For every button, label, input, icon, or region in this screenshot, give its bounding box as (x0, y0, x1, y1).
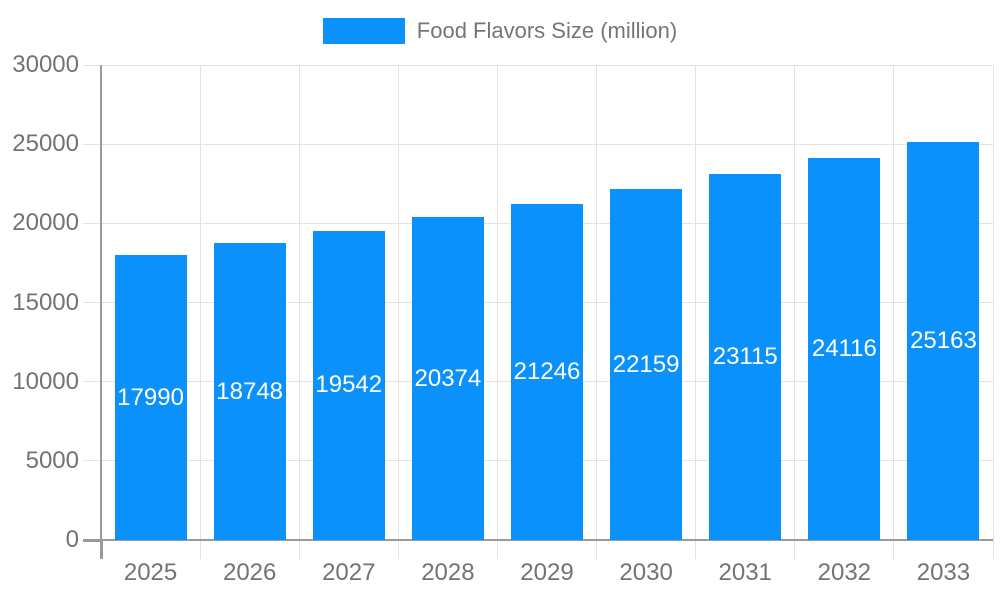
x-axis-tick-mark (596, 540, 598, 559)
x-axis-tick-label: 2031 (718, 559, 772, 586)
bar-value-label: 19542 (315, 371, 383, 399)
bar (610, 189, 683, 540)
x-axis-tick-mark (695, 540, 697, 559)
y-axis-tick-label: 20000 (12, 209, 79, 237)
bar-value-label: 20374 (414, 364, 482, 392)
bar-value-label: 17990 (117, 383, 184, 411)
y-axis-tick-mark (83, 381, 101, 383)
y-axis-tick-mark (83, 143, 101, 145)
bar (511, 203, 583, 540)
x-axis-tick-mark (794, 540, 796, 559)
gridline-vertical (794, 65, 796, 540)
y-axis-line (100, 65, 102, 559)
bar (808, 158, 881, 540)
x-axis-tick-mark (893, 540, 895, 559)
gridline-vertical (992, 65, 994, 540)
x-axis-tick-label: 2029 (520, 559, 574, 586)
bar (907, 141, 980, 540)
y-axis-tick-label: 15000 (12, 288, 79, 316)
x-axis-tick-label: 2028 (421, 559, 475, 586)
bar-value-label: 23115 (712, 343, 778, 370)
x-axis-tick-mark (397, 540, 399, 559)
gridline-vertical (199, 65, 201, 540)
bar (114, 255, 187, 540)
y-axis-tick-label: 0 (65, 526, 79, 553)
x-axis-tick-label: 2026 (222, 559, 277, 586)
x-axis-tick-mark (199, 540, 201, 559)
x-axis-tick-mark (992, 540, 994, 559)
bar-value-label: 18748 (216, 377, 284, 405)
x-axis-line (83, 539, 993, 541)
bar-value-label: 25163 (910, 326, 977, 354)
bar-value-label: 21246 (513, 357, 581, 385)
x-axis-tick-label: 2025 (123, 559, 178, 586)
gridline-vertical (596, 65, 598, 540)
y-axis-tick-label: 30000 (12, 51, 79, 78)
y-axis-tick-label: 5000 (25, 446, 79, 474)
bar (213, 243, 286, 540)
legend-swatch (322, 18, 405, 44)
gridline-vertical (695, 65, 697, 540)
y-axis-tick-label: 25000 (12, 130, 79, 158)
gridline-vertical (496, 65, 498, 540)
gridline-horizontal (101, 64, 993, 66)
gridline-vertical (397, 65, 399, 540)
x-axis-tick-mark (496, 540, 498, 559)
bar-value-label: 22159 (612, 350, 680, 378)
bar-value-label: 24116 (811, 335, 877, 363)
bar (411, 217, 484, 540)
y-axis-tick-mark (83, 460, 101, 462)
legend: Food Flavors Size (million) (0, 16, 1000, 46)
bar (709, 174, 782, 540)
x-axis-tick-mark (298, 540, 300, 559)
gridline-vertical (893, 65, 895, 540)
y-axis-tick-mark (83, 64, 101, 66)
gridline-horizontal (101, 143, 993, 145)
legend-label: Food Flavors Size (million) (416, 18, 678, 43)
y-axis-tick-mark (83, 302, 101, 303)
bar (312, 230, 385, 540)
y-axis-tick-label: 10000 (12, 367, 79, 395)
y-axis-tick-mark (83, 222, 101, 224)
x-axis-tick-label: 2032 (817, 559, 872, 586)
x-axis-tick-label: 2030 (619, 559, 673, 586)
gridline-vertical (298, 65, 300, 540)
x-axis-tick-label: 2033 (916, 559, 971, 586)
x-axis-tick-label: 2027 (322, 559, 376, 586)
legend-item-food-flavors[interactable]: Food Flavors Size (million) (322, 18, 678, 44)
